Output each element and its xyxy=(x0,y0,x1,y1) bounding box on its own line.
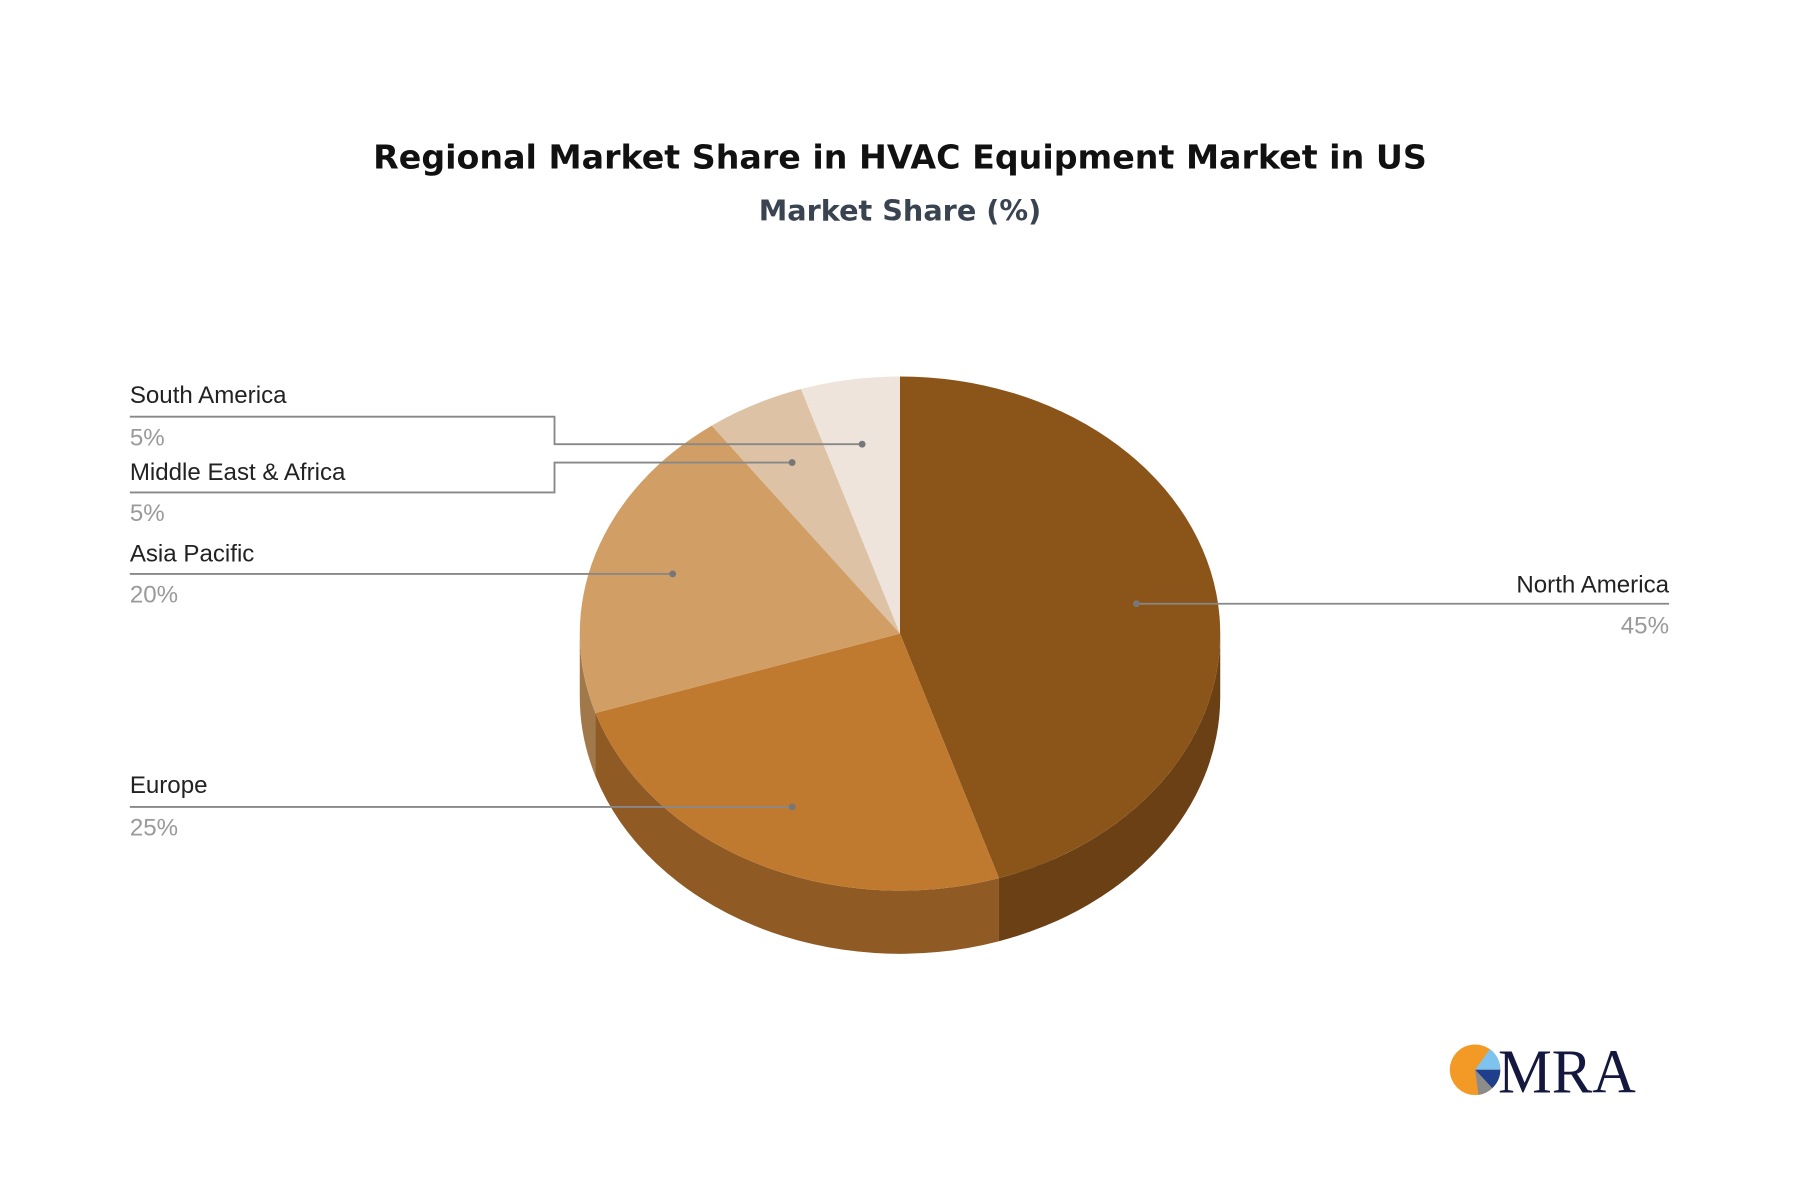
leader-dot xyxy=(858,440,866,448)
slice-value: 25% xyxy=(130,815,178,842)
slice-value: 5% xyxy=(130,424,165,451)
slice-label: South America xyxy=(130,382,287,409)
slice-middle-east-africa[interactable] xyxy=(711,389,900,634)
mra-logo: MRA xyxy=(1449,1039,1636,1107)
leader-line xyxy=(129,415,863,446)
slice-value: 20% xyxy=(130,582,178,609)
label-south-america: South America 5% xyxy=(129,382,866,451)
slice-label: Europe xyxy=(130,772,208,799)
leader-dot xyxy=(1133,600,1140,608)
slice-label: North America xyxy=(1516,571,1669,598)
slice-europe[interactable] xyxy=(595,633,999,891)
leader-dot xyxy=(788,803,796,811)
slice-side-north-america xyxy=(998,633,1221,942)
leader-line xyxy=(129,461,793,494)
logo-wedge-gray xyxy=(1475,1069,1493,1095)
logo-text: MRA xyxy=(1498,1039,1636,1107)
slice-south-america[interactable] xyxy=(801,376,900,634)
slice-labels: North America 45% Europe 25% Asia Pacifi… xyxy=(129,382,1670,842)
logo-wedge-lightblue xyxy=(1475,1049,1501,1070)
chart-subtitle: Market Share (%) xyxy=(759,193,1042,227)
label-europe: Europe 25% xyxy=(129,772,796,842)
leader-dot xyxy=(669,570,677,578)
slice-label: Middle East & Africa xyxy=(130,459,346,486)
label-asia-pacific: Asia Pacific 20% xyxy=(129,540,677,609)
chart-title: Regional Market Share in HVAC Equipment … xyxy=(373,138,1427,177)
label-north-america: North America 45% xyxy=(1133,571,1670,640)
slice-side-europe xyxy=(595,713,999,954)
label-middle-east-africa: Middle East & Africa 5% xyxy=(129,459,796,527)
slice-north-america[interactable] xyxy=(900,376,1221,879)
slice-value: 5% xyxy=(130,500,165,527)
pie-sides xyxy=(579,633,1221,954)
slice-side-asia-pacific xyxy=(579,633,596,777)
pie-slices xyxy=(579,376,1221,891)
slice-asia-pacific[interactable] xyxy=(579,425,900,714)
slice-value: 45% xyxy=(1621,613,1669,640)
slice-label: Asia Pacific xyxy=(130,540,255,567)
leader-dot xyxy=(788,459,796,467)
logo-wedge-blue xyxy=(1475,1069,1501,1089)
